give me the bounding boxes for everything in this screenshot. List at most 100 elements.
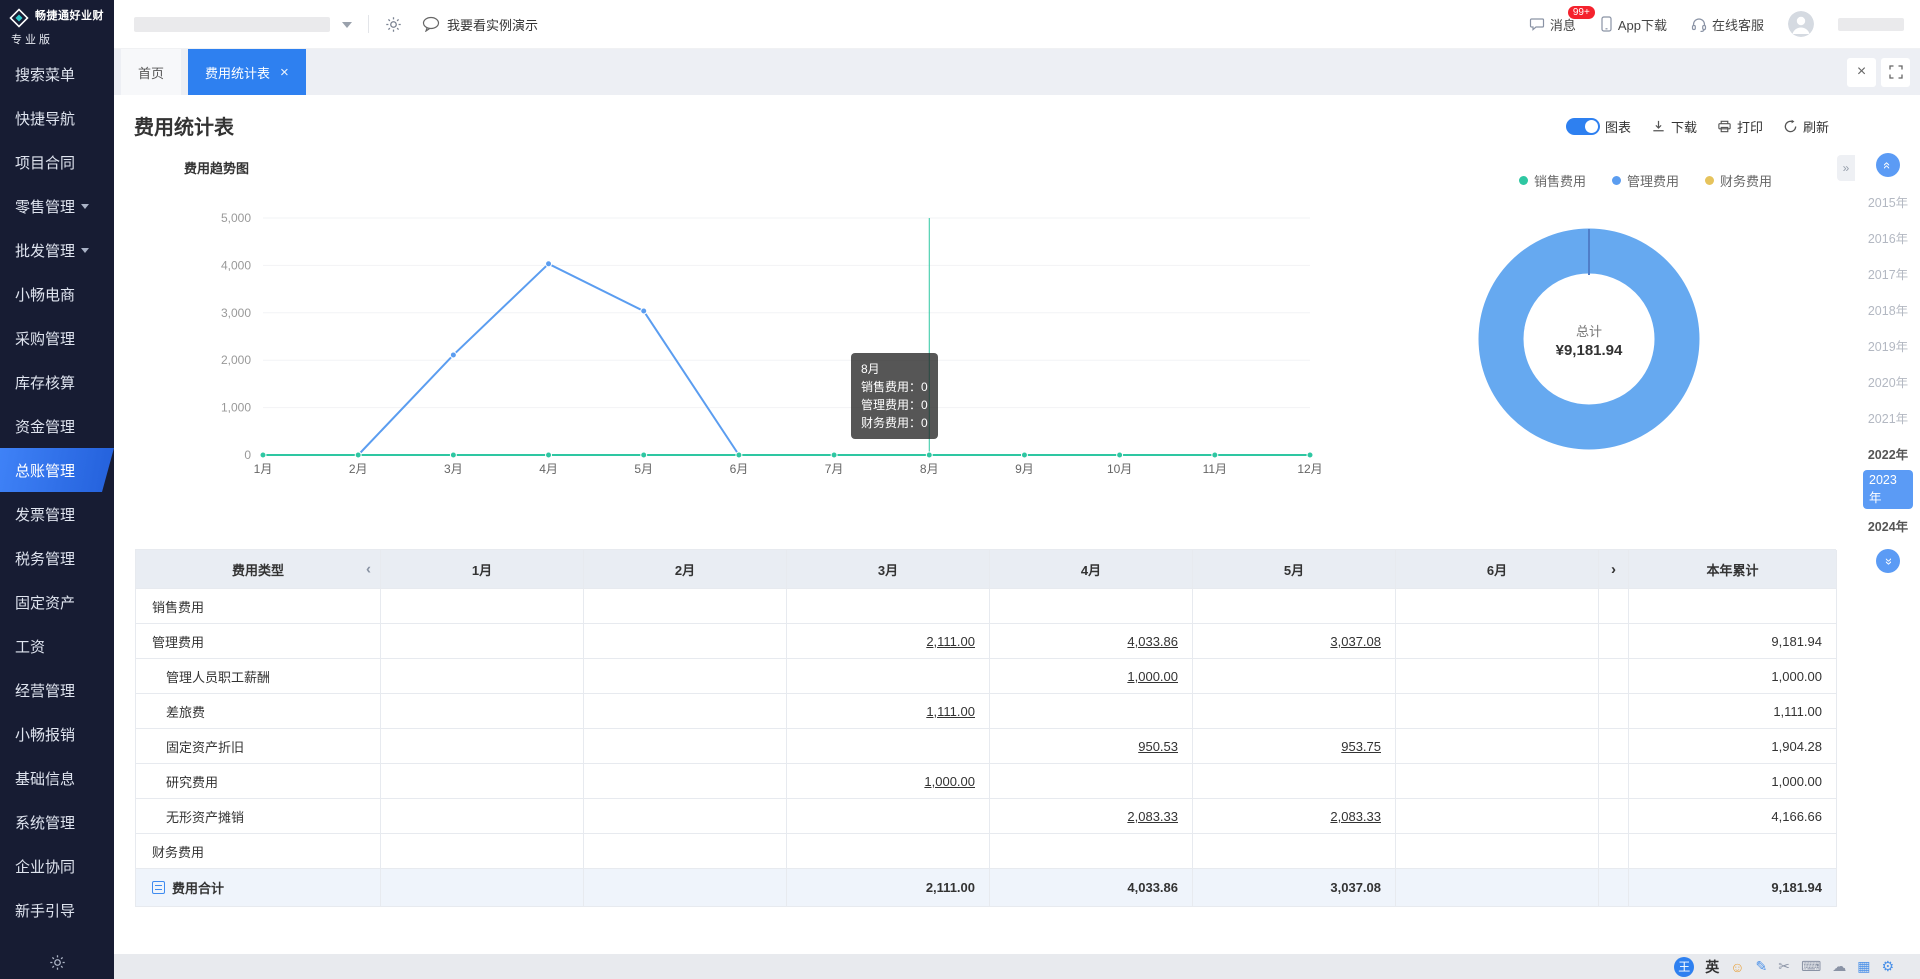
cell-value-link[interactable]: 3,037.08 <box>1330 633 1381 649</box>
grid-icon[interactable]: ▦ <box>1857 958 1871 974</box>
chart-tooltip-lines: 销售费用：0 管理费用：0 财务费用：0 <box>861 378 928 432</box>
online-support-button[interactable]: 在线客服 <box>1691 15 1764 34</box>
total-label-text: 费用合计 <box>172 881 225 896</box>
total-label: 费用合计 <box>136 869 381 907</box>
sidebar-item-label: 工资 <box>15 638 46 656</box>
chart-toggle[interactable]: 图表 <box>1566 117 1631 136</box>
sidebar-item-expense[interactable]: 小畅报销 <box>0 712 114 756</box>
scroll-years-down-button[interactable]: « <box>1876 549 1900 573</box>
sidebar-item-label: 小畅电商 <box>15 286 76 304</box>
cell-month <box>1396 799 1599 834</box>
year-2020[interactable]: 2020年 <box>1863 363 1913 399</box>
cell-value-link[interactable]: 953.75 <box>1341 738 1381 754</box>
sidebar-item-fixed-assets[interactable]: 固定资产 <box>0 580 114 624</box>
avatar[interactable] <box>1788 11 1814 37</box>
cell-value-link[interactable]: 1,111.00 <box>926 703 975 719</box>
svg-text:11月: 11月 <box>1203 462 1227 476</box>
next-months-button[interactable]: › <box>1599 550 1629 589</box>
year-label: 2023年 <box>1863 469 1913 509</box>
year-2021[interactable]: 2021年 <box>1863 399 1913 435</box>
tab-expense-report[interactable]: 费用统计表 × <box>188 49 306 95</box>
close-tab-icon[interactable]: × <box>280 63 289 81</box>
sidebar-item-project-contract[interactable]: 项目合同 <box>0 140 114 184</box>
chart-toggle-label: 图表 <box>1605 120 1632 135</box>
pen-icon[interactable]: ✎ <box>1755 958 1768 974</box>
sidebar-item-payroll[interactable]: 工资 <box>0 624 114 668</box>
company-selector[interactable] <box>134 16 352 33</box>
print-button[interactable]: 打印 <box>1717 117 1763 136</box>
cell-value-link[interactable]: 1,000.00 <box>1127 668 1178 684</box>
messages-button[interactable]: 消息 99+ <box>1529 5 1595 34</box>
summary-icon <box>152 881 165 894</box>
sidebar-item-inventory[interactable]: 库存核算 <box>0 360 114 404</box>
year-2024[interactable]: 2024年 <box>1863 507 1913 543</box>
sidebar-item-retail[interactable]: 零售管理 <box>0 184 114 228</box>
cell-month <box>1396 729 1599 764</box>
brand-logo: 畅捷通好业财 <box>0 0 114 31</box>
fullscreen-button[interactable] <box>1881 57 1910 87</box>
cell-value-link[interactable]: 950.53 <box>1138 738 1178 754</box>
sidebar-settings-button[interactable] <box>0 954 114 971</box>
close-all-tabs-button[interactable]: × <box>1847 57 1876 87</box>
year-2016[interactable]: 2016年 <box>1863 219 1913 255</box>
sidebar-item-search-menu[interactable]: 搜索菜单 <box>0 52 114 96</box>
year-2018[interactable]: 2018年 <box>1863 291 1913 327</box>
sidebar-item-purchase[interactable]: 采购管理 <box>0 316 114 360</box>
cell-month <box>1396 764 1599 799</box>
donut-center-label: 总计 ¥9,181.94 <box>1514 321 1664 359</box>
year-2019[interactable]: 2019年 <box>1863 327 1913 363</box>
scroll-years-up-button[interactable]: « <box>1876 153 1900 177</box>
cell-month: 950.53 <box>990 729 1193 764</box>
cell-value-link[interactable]: 2,083.33 <box>1127 808 1178 824</box>
ime-logo[interactable]: 王 <box>1674 956 1695 977</box>
legend-item-admin[interactable]: 管理费用 <box>1612 171 1679 190</box>
year-2017[interactable]: 2017年 <box>1863 255 1913 291</box>
cell-value-link[interactable]: 1,000.00 <box>924 773 975 789</box>
page-title: 费用统计表 <box>134 117 234 139</box>
emoji-icon[interactable]: ☺ <box>1730 958 1745 975</box>
total-month-value: 3,037.08 <box>1193 869 1396 907</box>
tab-home[interactable]: 首页 <box>121 49 182 95</box>
cell-value-link[interactable]: 2,083.33 <box>1330 808 1381 824</box>
cell-month: 953.75 <box>1193 729 1396 764</box>
sidebar-item-wholesale[interactable]: 批发管理 <box>0 228 114 272</box>
sidebar-item-invoice[interactable]: 发票管理 <box>0 492 114 536</box>
app-download-button[interactable]: App下载 <box>1600 15 1667 34</box>
taskbar: 王 英 ☺ ✎ ✂ ⌨ ☁ ▦ ⚙ <box>114 954 1920 979</box>
report-toolbar: 图表 下载 打印 刷新 <box>1566 117 1829 136</box>
collapse-year-panel-button[interactable]: » <box>1837 155 1855 181</box>
legend-item-sales[interactable]: 销售费用 <box>1519 171 1586 190</box>
sidebar-item-guide[interactable]: 新手引导 <box>0 888 114 932</box>
scissors-icon[interactable]: ✂ <box>1778 958 1790 974</box>
wrench-icon[interactable]: ⚙ <box>1881 958 1894 974</box>
ime-language-indicator[interactable]: 英 <box>1705 958 1720 975</box>
sidebar-item-funds[interactable]: 资金管理 <box>0 404 114 448</box>
cell-month <box>990 589 1193 624</box>
sidebar-item-tax[interactable]: 税务管理 <box>0 536 114 580</box>
sidebar-item-general-ledger[interactable]: 总账管理 <box>0 448 114 492</box>
sidebar-item-quick-nav[interactable]: 快捷导航 <box>0 96 114 140</box>
toggle-switch[interactable] <box>1566 118 1600 135</box>
settings-gear-button[interactable] <box>385 16 402 33</box>
sidebar-item-system[interactable]: 系统管理 <box>0 800 114 844</box>
headset-icon <box>1691 17 1707 32</box>
year-2023[interactable]: 2023年 <box>1863 469 1913 509</box>
refresh-button[interactable]: 刷新 <box>1783 117 1829 136</box>
year-2022[interactable]: 2022年 <box>1863 435 1913 471</box>
sidebar-item-collaboration[interactable]: 企业协同 <box>0 844 114 888</box>
download-button[interactable]: 下载 <box>1651 117 1697 136</box>
row-label: 固定资产折旧 <box>136 729 381 764</box>
cell-value-link[interactable]: 4,033.86 <box>1127 633 1178 649</box>
sidebar-item-ecommerce[interactable]: 小畅电商 <box>0 272 114 316</box>
year-2015[interactable]: 2015年 <box>1863 183 1913 219</box>
legend-item-finance[interactable]: 财务费用 <box>1705 171 1772 190</box>
demo-link[interactable]: 我要看实例演示 <box>422 15 538 34</box>
cell-value-link[interactable]: 2,111.00 <box>926 633 975 649</box>
keyboard-icon[interactable]: ⌨ <box>1800 958 1822 974</box>
sidebar-item-operations[interactable]: 经营管理 <box>0 668 114 712</box>
cloud-icon[interactable]: ☁ <box>1832 958 1847 974</box>
cell-month: 1,000.00 <box>787 764 990 799</box>
sidebar-item-base-info[interactable]: 基础信息 <box>0 756 114 800</box>
prev-months-button[interactable]: ‹ <box>366 560 371 578</box>
cell-month: 2,083.33 <box>990 799 1193 834</box>
